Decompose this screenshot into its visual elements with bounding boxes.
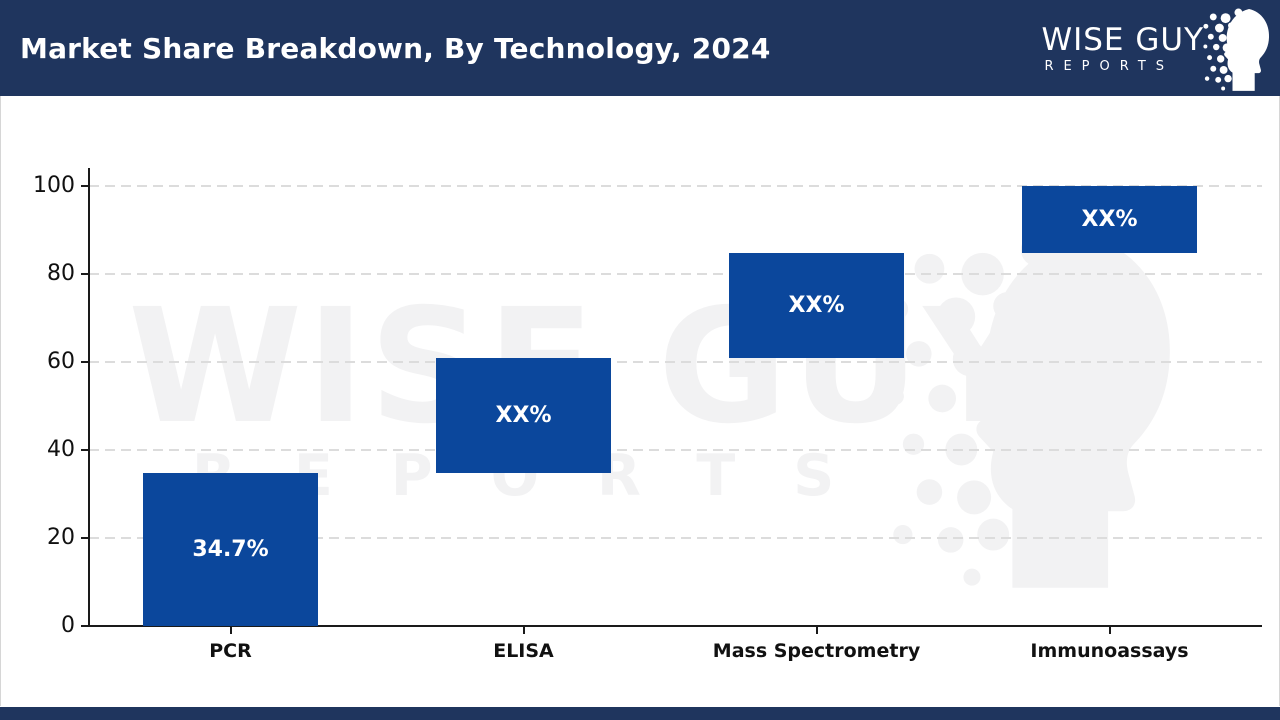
bar-value-label: XX% — [1081, 206, 1138, 232]
bar-value-label: XX% — [495, 402, 552, 428]
head-profile-dots-icon — [1196, 7, 1270, 91]
y-axis-tick — [81, 625, 88, 627]
x-axis-tick — [815, 627, 818, 634]
y-axis-tick — [81, 537, 88, 539]
brand-name: WISE GUY — [1041, 22, 1204, 58]
y-axis-tick — [81, 273, 88, 275]
bar-pcr: 34.7% — [143, 473, 318, 626]
x-axis — [87, 625, 1262, 627]
y-tick-label: 40 — [47, 437, 75, 462]
x-tick-label-pcr: PCR — [209, 640, 252, 662]
gridline-60 — [89, 361, 1262, 363]
x-axis-tick — [229, 627, 232, 634]
x-axis-tick — [1108, 627, 1111, 634]
y-tick-label: 20 — [47, 525, 75, 550]
bar-elisa: XX% — [436, 357, 611, 474]
footer-bar — [0, 707, 1280, 720]
y-tick-label: 0 — [61, 613, 75, 638]
brand-logo-text: WISE GUY REPORTS — [1041, 22, 1204, 74]
y-axis — [88, 168, 90, 627]
bar-value-label: XX% — [788, 292, 845, 318]
x-tick-label-immunoassays: Immunoassays — [1030, 640, 1189, 662]
y-axis-tick — [81, 185, 88, 187]
bar-mass-spectrometry: XX% — [729, 252, 904, 358]
bar-value-label: 34.7% — [192, 537, 269, 563]
watermark-head-profile-icon — [855, 226, 1174, 592]
y-tick-label: 80 — [47, 261, 75, 286]
y-axis-tick — [81, 449, 88, 451]
header-bar: Market Share Breakdown, By Technology, 2… — [0, 0, 1280, 96]
y-tick-label: 100 — [33, 173, 75, 198]
x-axis-tick — [522, 627, 525, 634]
gridline-20 — [89, 537, 1262, 539]
x-tick-label-mass-spectrometry: Mass Spectrometry — [712, 640, 921, 662]
gridline-100 — [89, 185, 1262, 187]
brand-logo: WISE GUY REPORTS — [1041, 5, 1270, 93]
chart-title: Market Share Breakdown, By Technology, 2… — [20, 31, 771, 65]
y-axis-tick — [81, 361, 88, 363]
brand-subname: REPORTS — [1044, 59, 1175, 74]
bar-immunoassays: XX% — [1022, 186, 1197, 253]
y-tick-label: 60 — [47, 349, 75, 374]
x-tick-label-elisa: ELISA — [493, 640, 554, 662]
gridline-40 — [89, 449, 1262, 451]
gridline-80 — [89, 273, 1262, 275]
